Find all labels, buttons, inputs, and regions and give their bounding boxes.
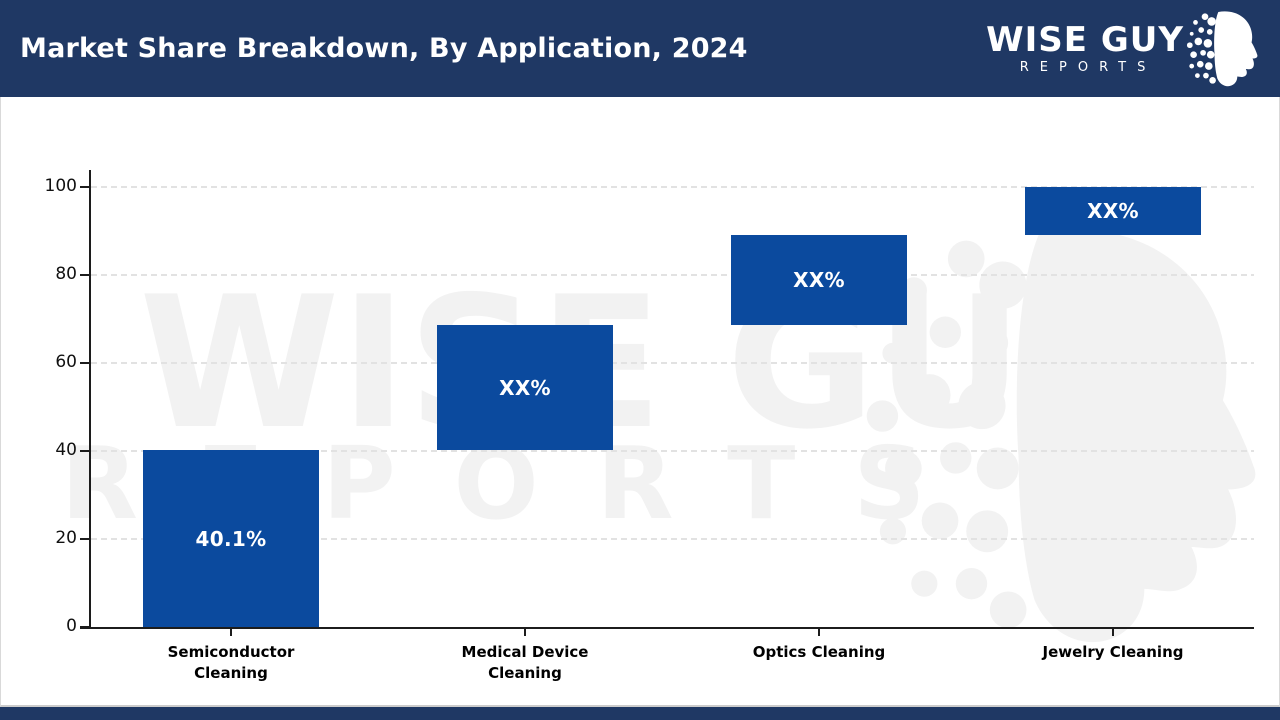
y-tick-mark (80, 449, 89, 452)
y-tick-label: 20 (55, 527, 77, 548)
y-gridline (91, 361, 1254, 364)
bar-value-label: XX% (793, 267, 845, 292)
y-tick-mark (80, 273, 89, 276)
y-tick-mark (80, 185, 89, 188)
y-axis-line (89, 170, 91, 629)
x-tick-mark (1112, 629, 1114, 636)
y-tick-label: 60 (55, 351, 77, 372)
waterfall-bar: 40.1% (143, 450, 319, 627)
y-gridline (91, 273, 1254, 276)
x-tick-mark (524, 629, 526, 636)
logo-secondary-text: REPORTS (1019, 60, 1157, 75)
y-tick-mark (80, 361, 89, 364)
waterfall-bar: XX% (437, 324, 613, 451)
bar-value-label: XX% (499, 375, 551, 400)
y-tick-mark (80, 537, 89, 540)
y-gridline (91, 537, 1254, 540)
y-gridline (91, 185, 1254, 188)
footer-bar (0, 707, 1280, 720)
page-title: Market Share Breakdown, By Application, … (20, 33, 748, 64)
y-tick-label: 80 (55, 263, 77, 284)
x-tick-mark (230, 629, 232, 636)
bar-value-label: 40.1% (195, 526, 267, 551)
x-category-label: Medical Device Cleaning (461, 643, 589, 682)
logo-primary-text: WISE GUY (986, 20, 1184, 60)
x-category-label: Optics Cleaning (752, 643, 886, 661)
waterfall-bar: XX% (731, 234, 907, 325)
x-axis-line (80, 627, 1254, 629)
x-tick-mark (818, 629, 820, 636)
x-category-label: Jewelry Cleaning (1042, 643, 1184, 661)
y-gridline (91, 449, 1254, 452)
logo-wordmark: WISE GUY REPORTS (986, 23, 1184, 74)
wiseguy-face-icon (1186, 10, 1258, 86)
waterfall-plot: 0 20 40 60 80 100 40.1% Semiconductor Cleaning X… (1, 97, 1279, 705)
chart-area: WISE GUY REPORTS 0 20 40 60 80 100 40.1% Semico… (0, 97, 1280, 707)
y-tick-label: 0 (66, 616, 77, 636)
x-category-label: Semiconductor Cleaning (167, 643, 295, 682)
y-tick-label: 100 (44, 175, 77, 196)
header-bar: Market Share Breakdown, By Application, … (0, 0, 1280, 97)
bar-value-label: XX% (1087, 198, 1139, 223)
wiseguy-logo: WISE GUY REPORTS (986, 7, 1262, 91)
y-tick-label: 40 (55, 439, 77, 460)
waterfall-bar: XX% (1025, 186, 1201, 235)
